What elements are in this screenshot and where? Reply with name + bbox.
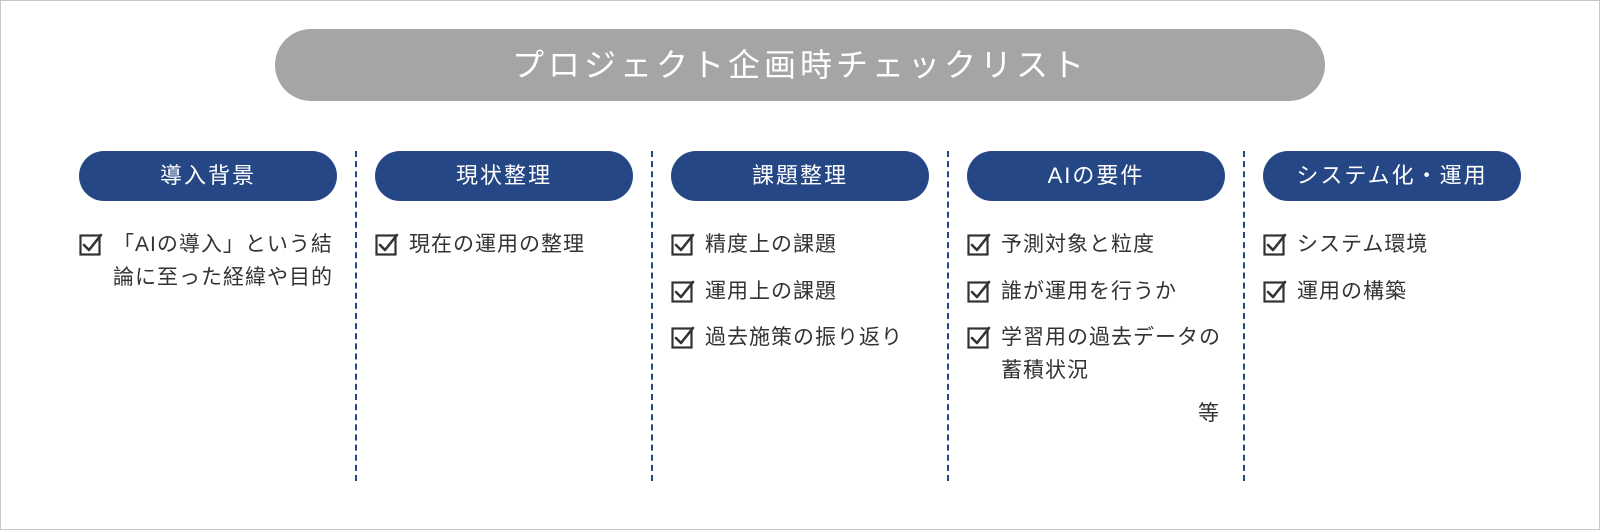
checklist-item: 「AIの導入」という結論に至った経緯や目的 xyxy=(79,229,337,294)
check-icon xyxy=(967,279,991,303)
checklist-item: 誰が運用を行うか xyxy=(967,276,1225,309)
column-items: 「AIの導入」という結論に至った経緯や目的 xyxy=(79,229,337,294)
check-icon xyxy=(671,325,695,349)
column-suffix: 等 xyxy=(967,397,1225,427)
checklist-item-text: 精度上の課題 xyxy=(705,229,929,262)
column-items: 予測対象と粒度誰が運用を行うか学習用の過去データの蓄積状況 xyxy=(967,229,1225,387)
column-header: 現状整理 xyxy=(375,151,633,201)
check-icon xyxy=(375,232,399,256)
column: AIの要件予測対象と粒度誰が運用を行うか学習用の過去データの蓄積状況等 xyxy=(947,151,1243,481)
column-header: 課題整理 xyxy=(671,151,929,201)
checklist-item-text: 運用の構築 xyxy=(1297,276,1521,309)
check-icon xyxy=(671,232,695,256)
checklist-item-text: 学習用の過去データの蓄積状況 xyxy=(1001,322,1225,387)
column-header: AIの要件 xyxy=(967,151,1225,201)
check-icon xyxy=(1263,279,1287,303)
column: システム化・運用システム環境運用の構築 xyxy=(1243,151,1539,481)
checklist-item: 精度上の課題 xyxy=(671,229,929,262)
check-icon xyxy=(967,325,991,349)
column: 導入背景「AIの導入」という結論に至った経緯や目的 xyxy=(61,151,355,481)
column: 課題整理精度上の課題運用上の課題過去施策の振り返り xyxy=(651,151,947,481)
column-header: 導入背景 xyxy=(79,151,337,201)
title-pill: プロジェクト企画時チェックリスト xyxy=(275,29,1325,101)
checklist-item: 学習用の過去データの蓄積状況 xyxy=(967,322,1225,387)
checklist-item-text: 誰が運用を行うか xyxy=(1001,276,1225,309)
checklist-item: 過去施策の振り返り xyxy=(671,322,929,355)
checklist-item-text: 「AIの導入」という結論に至った経緯や目的 xyxy=(113,229,337,294)
check-icon xyxy=(671,279,695,303)
checklist-item-text: 現在の運用の整理 xyxy=(409,229,633,262)
column-items: 現在の運用の整理 xyxy=(375,229,633,262)
checklist-item-text: 過去施策の振り返り xyxy=(705,322,929,355)
check-icon xyxy=(967,232,991,256)
column-items: システム環境運用の構築 xyxy=(1263,229,1521,308)
checklist-item-text: システム環境 xyxy=(1297,229,1521,262)
checklist-item: 現在の運用の整理 xyxy=(375,229,633,262)
checklist-item-text: 予測対象と粒度 xyxy=(1001,229,1225,262)
columns-container: 導入背景「AIの導入」という結論に至った経緯や目的現状整理現在の運用の整理課題整… xyxy=(61,151,1539,481)
column-items: 精度上の課題運用上の課題過去施策の振り返り xyxy=(671,229,929,355)
diagram-frame: プロジェクト企画時チェックリスト 導入背景「AIの導入」という結論に至った経緯や… xyxy=(0,0,1600,530)
column-header: システム化・運用 xyxy=(1263,151,1521,201)
check-icon xyxy=(79,232,103,256)
checklist-item-text: 運用上の課題 xyxy=(705,276,929,309)
checklist-item: システム環境 xyxy=(1263,229,1521,262)
checklist-item: 予測対象と粒度 xyxy=(967,229,1225,262)
checklist-item: 運用の構築 xyxy=(1263,276,1521,309)
checklist-item: 運用上の課題 xyxy=(671,276,929,309)
check-icon xyxy=(1263,232,1287,256)
column: 現状整理現在の運用の整理 xyxy=(355,151,651,481)
